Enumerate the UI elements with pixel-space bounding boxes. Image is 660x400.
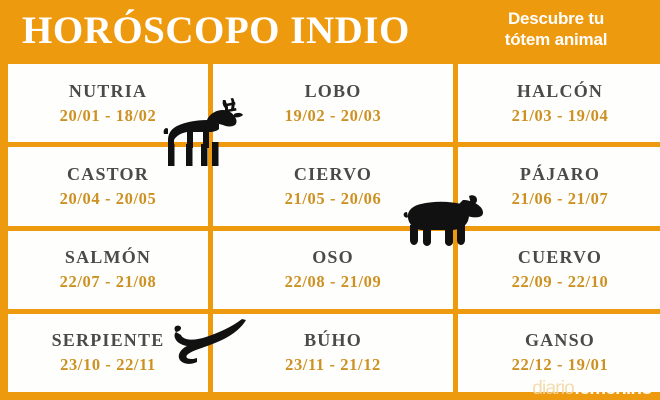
watermark-light-text: diario (532, 378, 574, 399)
zodiac-cell-buho[interactable]: BÚHO 23/11 - 21/12 (213, 313, 453, 392)
zodiac-sign-dates: 21/05 - 20/06 (284, 188, 382, 208)
zodiac-cell-oso[interactable]: OSO 22/08 - 21/09 (213, 230, 453, 309)
zodiac-sign-name: PÁJARO (519, 163, 601, 184)
zodiac-cell-cuervo[interactable]: CUERVO 22/09 - 22/10 (458, 230, 660, 309)
zodiac-cell-halcon[interactable]: HALCÓN 21/03 - 19/04 (458, 64, 660, 143)
zodiac-sign-name: SALMÓN (64, 247, 152, 268)
zodiac-sign-name: SERPIENTE (51, 330, 165, 351)
zodiac-sign-dates: 21/06 - 21/07 (511, 188, 609, 208)
zodiac-cell-ganso[interactable]: GANSO 22/12 - 19/01 (458, 313, 660, 392)
zodiac-sign-dates: 22/12 - 19/01 (511, 355, 609, 375)
zodiac-cell-ciervo[interactable]: CIERVO 21/05 - 20/06 (213, 147, 453, 226)
zodiac-sign-dates: 23/10 - 22/11 (60, 355, 156, 375)
zodiac-cell-salmon[interactable]: SALMÓN 22/07 - 21/08 (8, 230, 208, 309)
watermark-diariofemenino: diariofemenino (532, 378, 653, 399)
zodiac-cell-castor[interactable]: CASTOR 20/04 - 20/05 (8, 147, 208, 226)
zodiac-sign-dates: 22/07 - 21/08 (59, 272, 157, 292)
zodiac-cell-serpiente[interactable]: SERPIENTE 23/10 - 22/11 (8, 313, 208, 392)
zodiac-grid: NUTRIA 20/01 - 18/02 LOBO 19/02 - 20/03 … (8, 64, 660, 392)
zodiac-sign-name: CIERVO (293, 163, 373, 184)
zodiac-sign-dates: 22/09 - 22/10 (511, 272, 609, 292)
zodiac-sign-dates: 20/01 - 18/02 (59, 105, 157, 125)
zodiac-cell-lobo[interactable]: LOBO 19/02 - 20/03 (213, 64, 453, 143)
subtitle-line-2: tótem animal (504, 30, 608, 49)
zodiac-sign-name: CASTOR (67, 163, 149, 184)
zodiac-cell-pajaro[interactable]: PÁJARO 21/06 - 21/07 (458, 147, 660, 226)
zodiac-sign-name: BÚHO (304, 330, 362, 351)
zodiac-sign-dates: 21/03 - 19/04 (511, 105, 609, 125)
subtitle-line-1: Descubre tu (507, 9, 605, 28)
zodiac-sign-name: HALCÓN (516, 80, 604, 101)
poster-header: HORÓSCOPO INDIO Descubre tu tótem animal (0, 0, 660, 64)
zodiac-sign-name: LOBO (304, 80, 362, 101)
zodiac-sign-name: GANSO (524, 330, 595, 351)
zodiac-sign-dates: 19/02 - 20/03 (284, 105, 382, 125)
zodiac-sign-dates: 22/08 - 21/09 (284, 272, 382, 292)
zodiac-sign-dates: 20/04 - 20/05 (59, 188, 157, 208)
poster-subtitle: Descubre tu tótem animal (466, 8, 646, 50)
zodiac-cell-nutria[interactable]: NUTRIA 20/01 - 18/02 (8, 64, 208, 143)
zodiac-sign-name: CUERVO (517, 247, 603, 268)
watermark-bold-text: femenino (573, 378, 653, 399)
page-title: HORÓSCOPO INDIO (22, 9, 410, 52)
zodiac-sign-dates: 23/11 - 21/12 (285, 355, 381, 375)
zodiac-sign-name: NUTRIA (68, 80, 148, 101)
zodiac-sign-name: OSO (312, 247, 354, 268)
